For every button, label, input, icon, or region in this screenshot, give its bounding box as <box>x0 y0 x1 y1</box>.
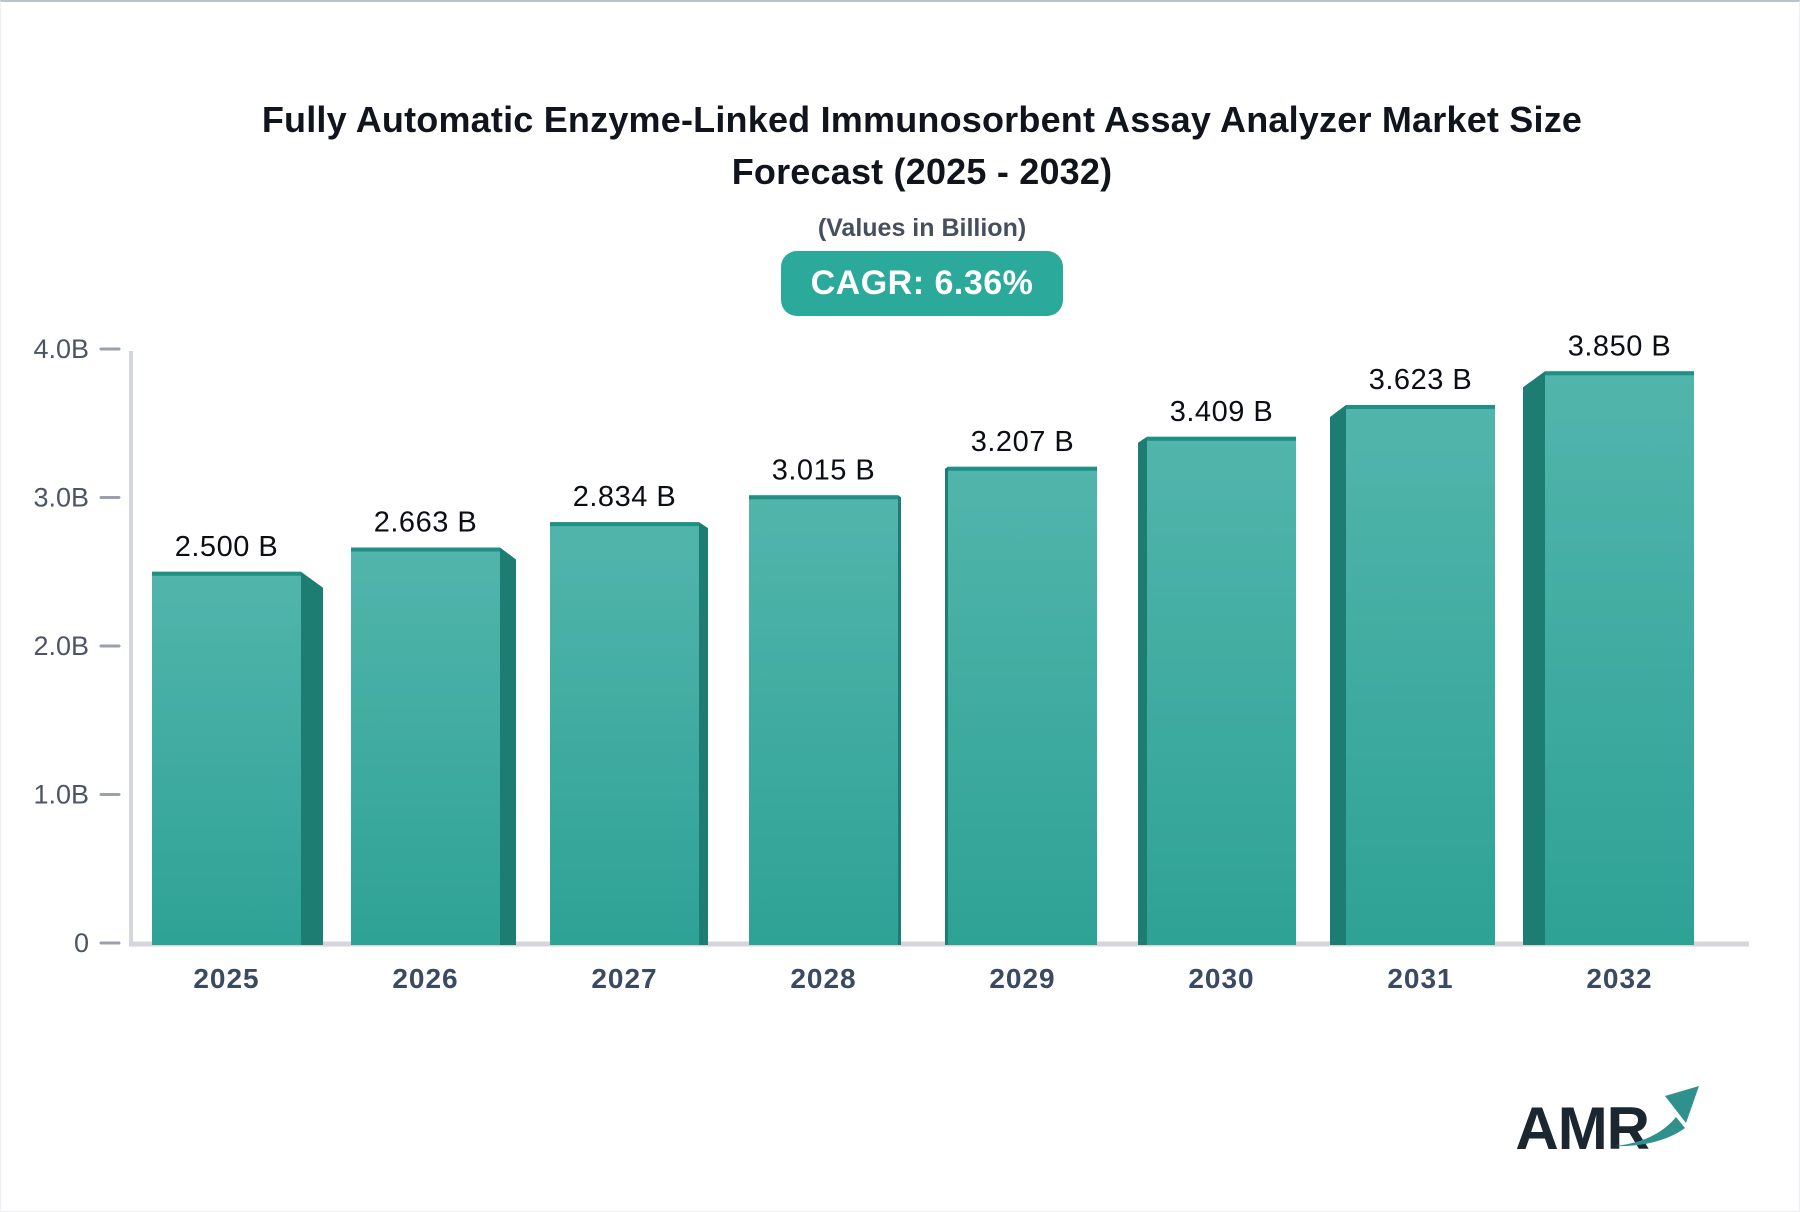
x-axis-label-2026: 2026 <box>392 963 458 994</box>
x-axis-label-2032: 2032 <box>1586 963 1652 994</box>
bar-face-2025[interactable] <box>152 571 301 945</box>
bar-2032[interactable]: 3.850 B <box>1523 330 1694 945</box>
bar-face-2031[interactable] <box>1346 404 1495 945</box>
chart-title-line-1: Fully Automatic Enzyme-Linked Immunosorb… <box>261 99 1583 140</box>
y-axis-label-2.0B: 2.0B <box>33 631 89 661</box>
bar-side-2032 <box>1523 371 1545 945</box>
x-axis-label-2031: 2031 <box>1387 963 1453 994</box>
chart-title-line-2: Forecast (2025 - 2032) <box>731 151 1113 192</box>
bar-top-edge-2030 <box>1147 436 1296 441</box>
bar-value-label-2026: 2.663 B <box>374 507 477 539</box>
bar-top-edge-2029 <box>948 466 1097 471</box>
bar-side-2027 <box>699 522 708 945</box>
bar-face-2028[interactable] <box>749 495 898 945</box>
bar-side-2030 <box>1138 436 1147 945</box>
bar-2030[interactable]: 3.409 B <box>1138 396 1296 945</box>
x-axis-label-2025: 2025 <box>193 963 259 994</box>
growth-arrow-icon <box>1605 1082 1705 1159</box>
bar-side-2028 <box>898 495 901 945</box>
bar-value-label-2025: 2.500 B <box>175 531 278 563</box>
x-axis-label-2030: 2030 <box>1188 963 1254 994</box>
x-axis-label-2029: 2029 <box>989 963 1055 994</box>
chart-subtitle: (Values in Billion) <box>817 214 1027 242</box>
bar-top-edge-2027 <box>550 522 699 527</box>
y-axis-label-3.0B: 3.0B <box>33 483 89 513</box>
bar-face-2027[interactable] <box>550 522 699 945</box>
bar-top-edge-2031 <box>1346 404 1495 409</box>
bar-2028[interactable]: 3.015 B <box>749 454 901 945</box>
y-axis-label-0: 0 <box>74 928 89 958</box>
bar-2027[interactable]: 2.834 B <box>550 481 708 945</box>
bar-value-label-2032: 3.850 B <box>1568 330 1671 362</box>
bar-2029[interactable]: 3.207 B <box>945 426 1097 945</box>
bar-value-label-2028: 3.015 B <box>772 454 875 486</box>
x-axis-label-2028: 2028 <box>790 963 856 994</box>
bar-face-2026[interactable] <box>351 547 500 945</box>
bar-face-2032[interactable] <box>1545 371 1694 945</box>
bar-2031[interactable]: 3.623 B <box>1330 364 1495 945</box>
bar-top-edge-2026 <box>351 547 500 552</box>
x-axis-label-2027: 2027 <box>591 963 657 994</box>
bar-side-2031 <box>1330 404 1346 945</box>
chart-header: Fully Automatic Enzyme-Linked Immunosorb… <box>1 94 1799 316</box>
bar-value-label-2027: 2.834 B <box>573 481 676 513</box>
y-axis-label-4.0B: 4.0B <box>33 334 89 364</box>
bar-value-label-2029: 3.207 B <box>971 426 1074 458</box>
bar-side-2025 <box>301 571 323 945</box>
cagr-badge: CAGR: 6.36% <box>780 251 1064 316</box>
bar-side-2026 <box>500 547 516 945</box>
bar-side-2029 <box>945 466 948 945</box>
bar-top-edge-2032 <box>1545 371 1694 376</box>
bar-2025[interactable]: 2.500 B <box>152 531 323 945</box>
bar-value-label-2031: 3.623 B <box>1369 364 1472 396</box>
bar-2026[interactable]: 2.663 B <box>351 507 516 945</box>
bar-top-edge-2028 <box>749 495 898 500</box>
bar-value-label-2030: 3.409 B <box>1170 396 1273 428</box>
amr-logo: AMR <box>1515 1082 1705 1159</box>
y-axis-label-1.0B: 1.0B <box>33 780 89 810</box>
bar-top-edge-2025 <box>152 571 301 576</box>
amr-logo-text: AMR <box>1515 1095 1650 1162</box>
bar-face-2030[interactable] <box>1147 436 1296 945</box>
bar-face-2029[interactable] <box>948 466 1097 945</box>
